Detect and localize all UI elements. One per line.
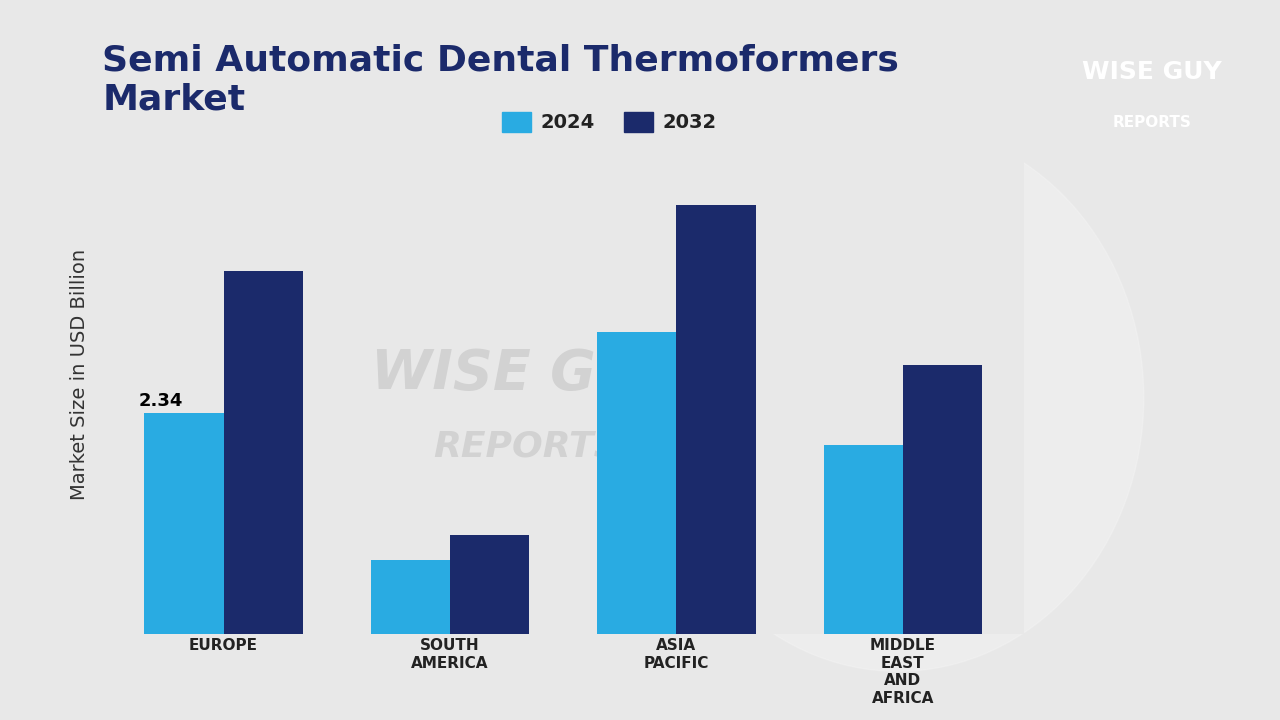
- Text: Semi Automatic Dental Thermoformers
Market: Semi Automatic Dental Thermoformers Mark…: [102, 43, 900, 117]
- Bar: [451, 535, 529, 634]
- Bar: [823, 445, 902, 634]
- Text: REPORTS: REPORTS: [433, 430, 620, 464]
- Circle shape: [653, 124, 1144, 672]
- Bar: [676, 204, 755, 634]
- Legend: 2024, 2032: 2024, 2032: [494, 104, 724, 140]
- Bar: [224, 271, 303, 634]
- Text: REPORTS: REPORTS: [1112, 115, 1192, 130]
- Bar: [902, 365, 982, 634]
- Y-axis label: Market Size in USD Billion: Market Size in USD Billion: [69, 249, 88, 500]
- Bar: [598, 332, 676, 634]
- Text: WISE GUY: WISE GUY: [1082, 60, 1222, 84]
- Text: WISE GUY: WISE GUY: [371, 348, 681, 402]
- Text: 2.34: 2.34: [138, 392, 183, 410]
- Bar: [145, 413, 224, 634]
- Bar: [371, 560, 451, 634]
